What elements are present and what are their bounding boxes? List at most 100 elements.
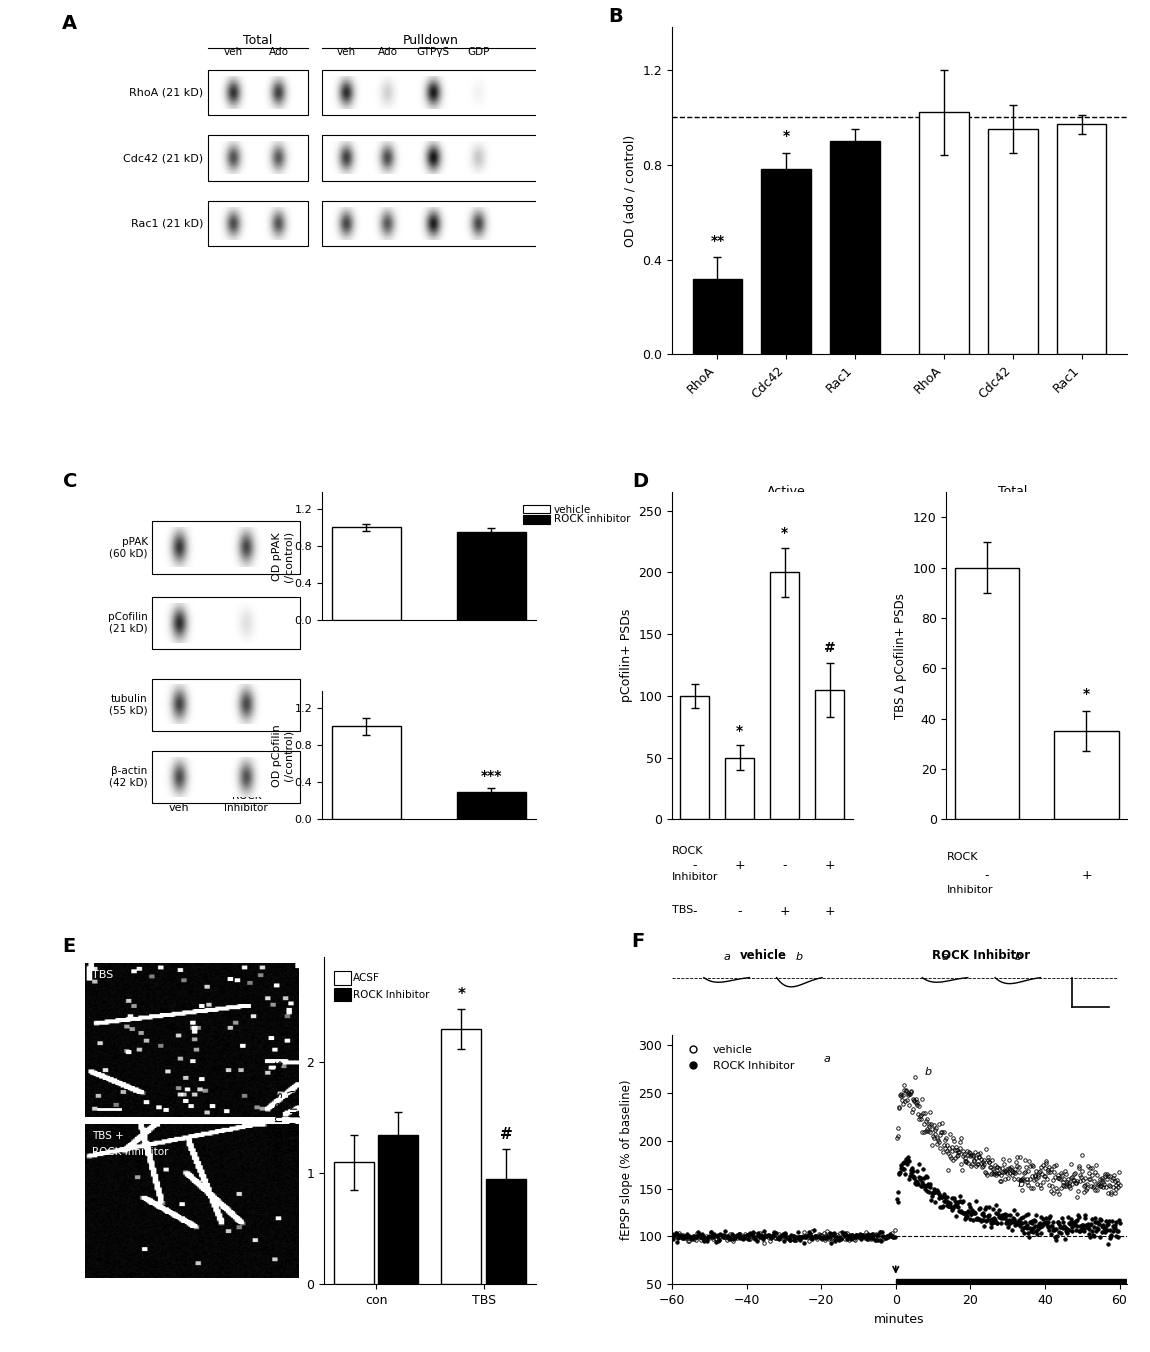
Bar: [152, 750, 300, 803]
Bar: [896, 1279, 1127, 1284]
Bar: [1057, 124, 1106, 354]
ROCK Inhibitor: [1102, 1236, 1116, 1252]
Text: -: -: [984, 868, 989, 882]
Bar: [208, 69, 308, 115]
ROCK Inhibitor: [1113, 1215, 1127, 1232]
Text: b: b: [925, 1068, 932, 1078]
Text: Active: Active: [767, 485, 805, 499]
ROCK Inhibitor: [703, 1229, 716, 1245]
Text: TBS +: TBS +: [92, 1130, 123, 1141]
Text: Total: Total: [244, 34, 273, 46]
Text: **: **: [711, 234, 724, 247]
Text: A: A: [62, 14, 77, 32]
Text: GDP: GDP: [467, 46, 490, 57]
Text: *: *: [782, 130, 790, 143]
Text: ROCK inhibitor: ROCK inhibitor: [92, 1146, 168, 1157]
vehicle: [703, 1230, 716, 1247]
Bar: [1055, 731, 1119, 819]
Bar: [988, 128, 1037, 354]
Text: +: +: [735, 859, 745, 872]
vehicle: [757, 1234, 770, 1251]
Text: ROCK
Inhibitor: ROCK Inhibitor: [224, 791, 268, 813]
Text: -: -: [692, 859, 697, 872]
Text: Inhibitor: Inhibitor: [673, 872, 719, 882]
Bar: [334, 988, 351, 1002]
Text: Ado: Ado: [268, 46, 289, 57]
ROCK Inhibitor: [1076, 1222, 1090, 1238]
X-axis label: minutes: minutes: [874, 1313, 925, 1326]
Text: *: *: [1083, 687, 1090, 702]
Text: a: a: [942, 952, 949, 963]
Text: ROCK: ROCK: [673, 845, 704, 856]
ROCK Inhibitor: [902, 1149, 915, 1165]
Text: -: -: [737, 904, 742, 918]
Bar: [680, 696, 710, 819]
Text: *: *: [736, 723, 743, 738]
Bar: [152, 522, 300, 573]
Bar: [761, 169, 811, 354]
ROCK Inhibitor: [1067, 1214, 1081, 1230]
ROCK Inhibitor: [981, 1209, 995, 1225]
Text: E: E: [63, 937, 76, 956]
Bar: [208, 200, 308, 246]
Y-axis label: OD pCofilin
(/control): OD pCofilin (/control): [271, 723, 293, 787]
Text: pPAK
(60 kD): pPAK (60 kD): [109, 537, 147, 558]
Text: C: C: [62, 472, 77, 491]
Bar: [726, 757, 754, 819]
Bar: [322, 135, 540, 181]
Y-axis label: OD (ado / control): OD (ado / control): [623, 135, 637, 247]
Line: ROCK Inhibitor: ROCK Inhibitor: [670, 1156, 1121, 1247]
vehicle: [1078, 1183, 1091, 1199]
Bar: [378, 1134, 419, 1284]
Text: a: a: [723, 952, 730, 963]
Bar: [692, 279, 742, 354]
Y-axis label: pCofilin+ PSDs: pCofilin+ PSDs: [620, 608, 632, 703]
ROCK Inhibitor: [665, 1226, 678, 1242]
vehicle: [1068, 1165, 1082, 1182]
Bar: [152, 679, 300, 731]
Text: +: +: [825, 859, 835, 872]
Bar: [334, 1163, 374, 1284]
Line: vehicle: vehicle: [670, 1075, 1121, 1244]
Text: tubulin
(55 kD): tubulin (55 kD): [109, 694, 147, 715]
Text: #: #: [823, 641, 836, 656]
Bar: [208, 135, 308, 181]
Text: GTPγS: GTPγS: [416, 46, 450, 57]
Bar: [332, 527, 400, 621]
Bar: [457, 791, 526, 819]
Bar: [457, 533, 526, 621]
Text: ROCK: ROCK: [948, 852, 979, 863]
Bar: [954, 568, 1019, 819]
Bar: [830, 141, 880, 354]
Bar: [442, 1029, 482, 1284]
Legend: vehicle, ROCK Inhibitor: vehicle, ROCK Inhibitor: [677, 1041, 799, 1075]
Bar: [770, 572, 799, 819]
Text: β-actin
(42 kD): β-actin (42 kD): [109, 767, 147, 788]
Text: Pulldown: Pulldown: [402, 34, 459, 46]
Text: veh: veh: [337, 46, 356, 57]
Text: TBS: TBS: [92, 971, 113, 980]
Text: Inhibitor: Inhibitor: [948, 886, 994, 895]
vehicle: [908, 1068, 922, 1084]
Bar: [322, 200, 540, 246]
Text: +: +: [1081, 868, 1091, 882]
Text: -: -: [692, 904, 697, 918]
vehicle: [665, 1228, 678, 1244]
Text: #: #: [499, 1128, 512, 1142]
Y-axis label: F-actin dense spines
(/100 µm³): F-actin dense spines (/100 µm³): [273, 1060, 301, 1182]
Text: b: b: [1018, 1179, 1025, 1188]
Bar: [920, 112, 969, 354]
Text: veh: veh: [223, 46, 243, 57]
Bar: [332, 726, 400, 819]
vehicle: [982, 1153, 996, 1169]
Text: Total: Total: [998, 485, 1028, 499]
Y-axis label: OD pPAK
(/control): OD pPAK (/control): [271, 530, 293, 581]
Bar: [152, 596, 300, 649]
Text: veh: veh: [169, 803, 190, 813]
Bar: [334, 971, 351, 984]
Text: D: D: [632, 472, 649, 491]
Text: ACSF: ACSF: [353, 973, 380, 983]
Text: Cdc42 (21 kD): Cdc42 (21 kD): [123, 153, 204, 164]
Bar: [522, 506, 550, 514]
vehicle: [1034, 1180, 1048, 1197]
